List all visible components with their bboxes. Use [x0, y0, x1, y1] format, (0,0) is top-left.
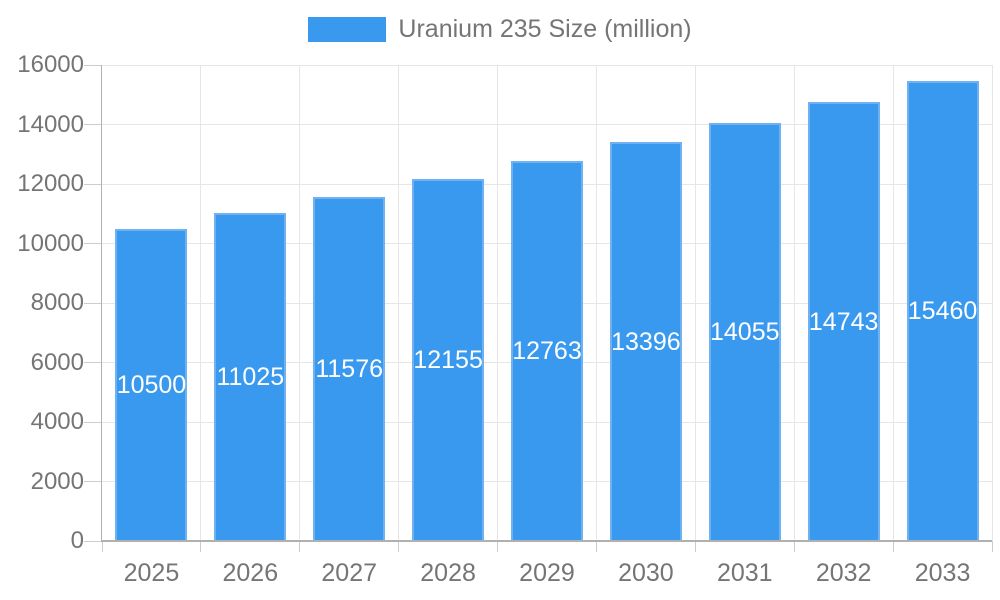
bar-2026[interactable] [214, 213, 287, 541]
y-axis-tick [84, 183, 101, 185]
x-axis-tick [991, 541, 993, 552]
y-axis-label: 10000 [17, 229, 84, 257]
x-axis-label: 2027 [321, 559, 378, 587]
x-axis-tick [694, 541, 696, 552]
y-gridline [102, 124, 992, 125]
y-axis-tick [84, 302, 101, 304]
x-axis-tick [398, 541, 400, 552]
bar-value-label: 12763 [512, 337, 582, 366]
y-axis-label: 0 [70, 527, 84, 554]
y-axis-label: 14000 [17, 110, 84, 138]
x-axis-label: 2026 [222, 559, 279, 587]
bar-value-label: 11576 [315, 354, 384, 383]
x-gridline [299, 65, 301, 541]
bar-value-label: 12155 [413, 346, 483, 375]
x-axis-tick [595, 541, 597, 552]
bar-2031[interactable] [708, 122, 781, 541]
y-axis-tick [84, 540, 101, 542]
x-gridline [398, 65, 400, 541]
bar-2027[interactable] [313, 196, 386, 541]
x-axis-tick [101, 541, 103, 552]
x-gridline [595, 65, 597, 541]
y-axis-label: 16000 [17, 51, 84, 78]
y-axis-tick [84, 421, 101, 423]
x-axis-label: 2025 [123, 559, 180, 587]
legend[interactable]: Uranium 235 Size (million) [0, 14, 1000, 44]
x-axis-label: 2033 [914, 559, 971, 587]
x-axis-tick [200, 541, 202, 552]
x-axis-label: 2030 [618, 559, 674, 587]
bar-2029[interactable] [511, 161, 583, 541]
bar-value-label: 15460 [907, 297, 978, 326]
y-axis-label: 6000 [30, 348, 84, 376]
bar-value-label: 10500 [116, 370, 187, 399]
y-axis-tick [84, 64, 101, 66]
x-axis-label: 2032 [815, 559, 872, 587]
x-axis-tick [497, 541, 499, 552]
x-gridline [892, 65, 894, 541]
y-axis-line [101, 65, 102, 541]
x-axis-label: 2029 [519, 559, 575, 587]
bar-value-label: 14743 [808, 307, 879, 336]
x-gridline [991, 65, 993, 541]
y-axis-tick [84, 362, 101, 363]
x-axis-label: 2031 [716, 559, 773, 587]
x-gridline [497, 65, 499, 541]
x-gridline [694, 65, 696, 541]
y-axis-tick [84, 124, 101, 125]
legend-swatch-icon [308, 16, 387, 42]
x-axis-label: 2028 [420, 559, 476, 587]
bar-2032[interactable] [807, 102, 880, 541]
legend-label: Uranium 235 Size (million) [398, 15, 692, 43]
y-axis-label: 4000 [30, 408, 84, 435]
y-axis-tick [84, 243, 101, 244]
y-axis-tick [84, 481, 101, 482]
x-gridline [200, 65, 202, 541]
x-axis-line [101, 540, 992, 542]
y-axis-label: 12000 [17, 170, 84, 197]
y-gridline [102, 64, 992, 66]
bar-value-label: 13396 [611, 327, 681, 356]
bar-2030[interactable] [609, 142, 682, 541]
x-gridline [793, 65, 795, 541]
x-axis-tick [793, 541, 795, 552]
bar-2025[interactable] [115, 228, 188, 541]
y-axis-label: 2000 [30, 467, 84, 495]
bar-2028[interactable] [412, 179, 485, 541]
bar-2033[interactable] [906, 81, 979, 541]
bar-value-label: 11025 [216, 363, 285, 391]
x-axis-tick [892, 541, 894, 552]
x-axis-tick [299, 541, 301, 552]
y-axis-label: 8000 [30, 289, 84, 316]
bar-value-label: 14055 [710, 317, 780, 346]
